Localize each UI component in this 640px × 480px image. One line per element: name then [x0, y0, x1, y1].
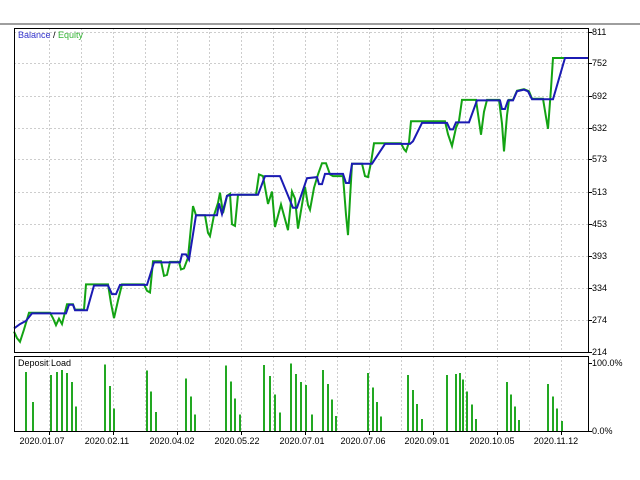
- deposit-bar: [109, 386, 111, 431]
- deposit-bar: [459, 373, 461, 431]
- y-axis-label: 752: [592, 58, 607, 68]
- deposit-bar: [311, 414, 313, 431]
- deposit-bar: [75, 406, 77, 431]
- deposit-bar: [190, 396, 192, 431]
- deposit-bar: [380, 416, 382, 431]
- deposit-bar: [113, 408, 115, 431]
- legend-separator: /: [50, 30, 59, 40]
- deposit-bar: [376, 401, 378, 431]
- x-axis-label: 2020.10.05: [469, 436, 514, 446]
- deposit-bar: [225, 365, 227, 431]
- gridlines: [14, 28, 588, 431]
- deposit-bar: [230, 381, 232, 431]
- percent-axis-label: 100.0%: [592, 358, 623, 368]
- deposit-load-bars: [25, 363, 563, 431]
- deposit-bar: [506, 382, 508, 431]
- deposit-bar: [56, 371, 58, 431]
- chart-legend: Balance / Equity: [18, 30, 83, 41]
- deposit-bar: [71, 382, 73, 431]
- deposit-bar: [327, 384, 329, 431]
- deposit-panel-border: [14, 356, 589, 432]
- deposit-load-title: Deposit Load: [18, 358, 72, 368]
- equity-line: [13, 57, 588, 344]
- x-axis-label: 2020.07.01: [279, 436, 324, 446]
- deposit-bar: [50, 375, 52, 431]
- y-axis-label: 214: [592, 347, 607, 357]
- deposit-bar: [146, 370, 148, 431]
- deposit-bar: [234, 398, 236, 431]
- window-separator: [0, 23, 640, 25]
- deposit-bar: [239, 414, 241, 431]
- deposit-bar: [475, 418, 477, 431]
- deposit-bar: [274, 394, 276, 431]
- deposit-bar: [335, 416, 337, 431]
- deposit-bar: [556, 408, 558, 431]
- deposit-bar: [561, 420, 563, 431]
- deposit-bar: [331, 399, 333, 431]
- deposit-bar: [412, 390, 414, 431]
- deposit-bar: [547, 384, 549, 431]
- deposit-bar: [462, 379, 464, 431]
- y-axis-label: 274: [592, 315, 607, 325]
- y-axis-label: 393: [592, 251, 607, 261]
- deposit-bar: [510, 394, 512, 431]
- x-axis-label: 2020.01.07: [19, 436, 64, 446]
- deposit-bar: [263, 365, 265, 431]
- panel-borders: [14, 28, 589, 432]
- deposit-bar: [446, 375, 448, 431]
- x-axis-label: 2020.09.01: [404, 436, 449, 446]
- deposit-bar: [416, 403, 418, 431]
- deposit-bar: [150, 391, 152, 431]
- deposit-bar: [194, 414, 196, 431]
- deposit-bar: [372, 387, 374, 431]
- deposit-bar: [466, 391, 468, 431]
- deposit-bar: [300, 382, 302, 431]
- deposit-bar: [305, 384, 307, 431]
- deposit-bar: [279, 412, 281, 431]
- y-axis-label: 692: [592, 91, 607, 101]
- deposit-bar: [66, 373, 68, 431]
- deposit-bar: [367, 373, 369, 431]
- x-axis-label: 2020.07.06: [340, 436, 385, 446]
- y-axis-label: 513: [592, 187, 607, 197]
- legend-balance-label: Balance: [18, 30, 51, 40]
- deposit-bar: [295, 373, 297, 431]
- deposit-bar: [290, 363, 292, 431]
- deposit-bar: [421, 418, 423, 431]
- deposit-bar: [471, 404, 473, 431]
- deposit-bar: [269, 375, 271, 431]
- deposit-bar: [61, 369, 63, 431]
- axis-ticks: [49, 32, 592, 435]
- y-axis-label: 811: [592, 27, 606, 37]
- deposit-bar: [514, 406, 516, 431]
- main-chart-panel-border: [14, 28, 589, 353]
- x-axis-label: 2020.11.12: [534, 436, 578, 446]
- deposit-bar: [322, 369, 324, 431]
- series-lines: [13, 57, 588, 344]
- x-axis-label: 2020.05.22: [214, 436, 259, 446]
- x-axis-label: 2020.04.02: [149, 436, 194, 446]
- deposit-bar: [455, 373, 457, 431]
- legend-equity-label: Equity: [58, 30, 84, 40]
- x-axis-label: 2020.02.11: [85, 436, 129, 446]
- percent-axis-label: 0.0%: [592, 426, 613, 436]
- deposit-bar: [25, 371, 27, 431]
- y-axis-label: 573: [592, 154, 607, 164]
- deposit-bar: [185, 378, 187, 431]
- deposit-bar: [32, 401, 34, 431]
- deposit-bar: [104, 364, 106, 431]
- deposit-bar: [407, 375, 409, 431]
- deposit-bar: [155, 411, 157, 431]
- balance-line: [13, 57, 588, 330]
- deposit-bar: [518, 420, 520, 431]
- y-axis-label: 453: [592, 219, 607, 229]
- y-axis-label: 334: [592, 283, 607, 293]
- deposit-bar: [552, 396, 554, 431]
- y-axis-label: 632: [592, 123, 607, 133]
